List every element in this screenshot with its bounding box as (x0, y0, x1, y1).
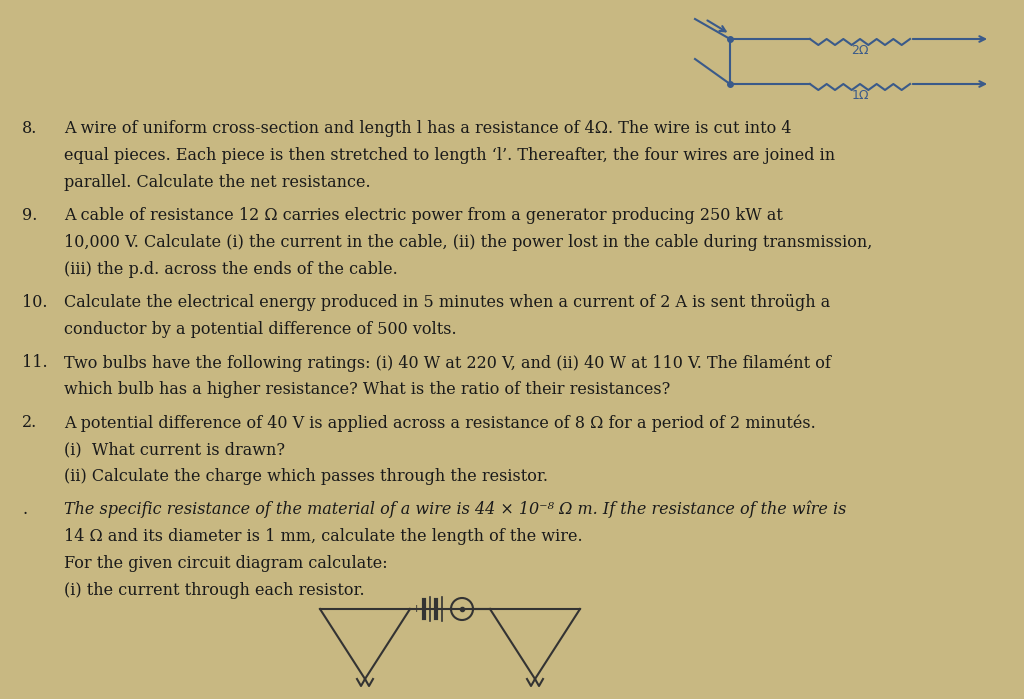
Text: 10.: 10. (22, 294, 47, 311)
Text: parallel. Calculate the net resistance.: parallel. Calculate the net resistance. (63, 174, 371, 191)
Text: Two bulbs have the following ratings: (i) 40 W at 220 V, and (ii) 40 W at 110 V.: Two bulbs have the following ratings: (i… (63, 354, 830, 371)
Text: Calculate the electrical energy produced in 5 minutes when a current of 2 A is s: Calculate the electrical energy produced… (63, 294, 830, 311)
Text: which bulb has a higher resistance? What is the ratio of their resistances?: which bulb has a higher resistance? What… (63, 381, 671, 398)
Text: 9.: 9. (22, 207, 37, 224)
Text: The specific resistance of the material of a wire is 44 × 10⁻⁸ Ω m. If the resis: The specific resistance of the material … (63, 501, 847, 519)
Text: 8.: 8. (22, 120, 37, 137)
Text: A potential difference of 40 V is applied across a resistance of 8 Ω for a perio: A potential difference of 40 V is applie… (63, 414, 816, 431)
Text: equal pieces. Each piece is then stretched to length ‘l’. Thereafter, the four w: equal pieces. Each piece is then stretch… (63, 147, 836, 164)
Text: 11.: 11. (22, 354, 48, 371)
Text: 2Ω: 2Ω (851, 44, 868, 57)
Text: For the given circuit diagram calculate:: For the given circuit diagram calculate: (63, 555, 388, 572)
Text: 2.: 2. (22, 414, 37, 431)
Text: 10,000 V. Calculate (i) the current in the cable, (ii) the power lost in the cab: 10,000 V. Calculate (i) the current in t… (63, 234, 872, 251)
Text: 1Ω: 1Ω (851, 89, 868, 102)
Text: (iii) the p.d. across the ends of the cable.: (iii) the p.d. across the ends of the ca… (63, 261, 397, 278)
Text: (ii) Calculate the charge which passes through the resistor.: (ii) Calculate the charge which passes t… (63, 468, 548, 485)
Text: 14 Ω and its diameter is 1 mm, calculate the length of the wire.: 14 Ω and its diameter is 1 mm, calculate… (63, 528, 583, 545)
Text: (i) the current through each resistor.: (i) the current through each resistor. (63, 582, 365, 599)
Text: (i)  What current is drawn?: (i) What current is drawn? (63, 441, 285, 458)
Text: A cable of resistance 12 Ω carries electric power from a generator producing 250: A cable of resistance 12 Ω carries elect… (63, 207, 783, 224)
Text: conductor by a potential difference of 500 volts.: conductor by a potential difference of 5… (63, 321, 457, 338)
Text: A wire of uniform cross-section and length l has a resistance of 4Ω. The wire is: A wire of uniform cross-section and leng… (63, 120, 792, 137)
Text: −: − (445, 604, 455, 614)
Text: +: + (412, 604, 421, 614)
Text: .: . (22, 501, 27, 518)
